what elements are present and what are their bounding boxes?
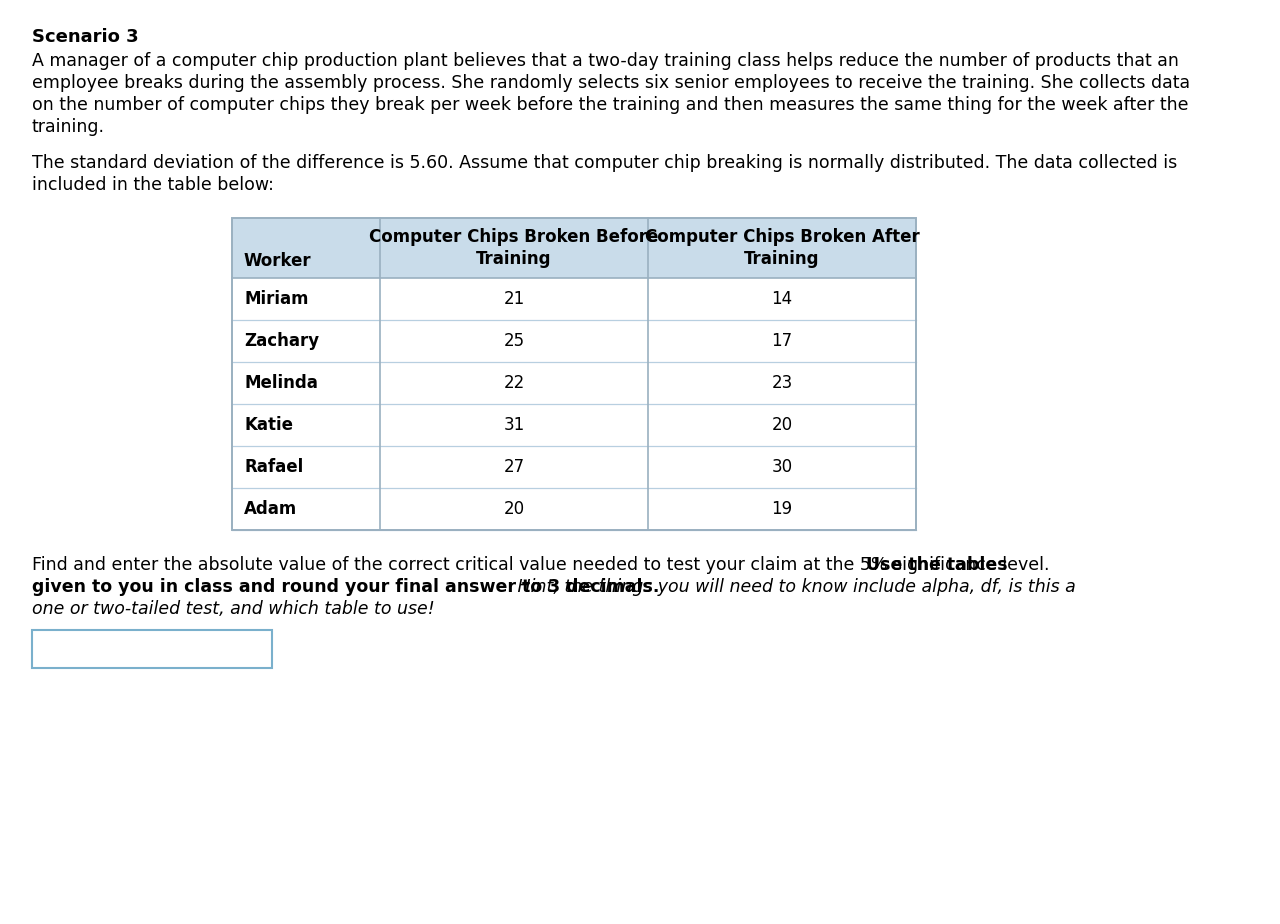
Bar (232, 218, 916, 278)
Text: Find and enter the absolute value of the correct critical value needed to test y: Find and enter the absolute value of the… (32, 556, 1055, 574)
Text: Katie: Katie (244, 416, 293, 434)
Text: Hint, the things you will need to know include alpha, df, is this a: Hint, the things you will need to know i… (512, 578, 1075, 596)
Text: employee breaks during the assembly process. She randomly selects six senior emp: employee breaks during the assembly proc… (32, 74, 1190, 92)
Bar (232, 218, 916, 530)
Text: Computer Chips Broken Before: Computer Chips Broken Before (370, 228, 659, 246)
Text: 19: 19 (772, 500, 792, 518)
Text: 30: 30 (772, 458, 792, 476)
Text: 14: 14 (772, 290, 792, 308)
Text: 21: 21 (503, 290, 525, 308)
Text: Adam: Adam (244, 500, 297, 518)
Text: given to you in class and round your final answer to 3 decimals.: given to you in class and round your fin… (32, 578, 659, 596)
Text: 27: 27 (503, 458, 525, 476)
Text: 20: 20 (772, 416, 792, 434)
Bar (32, 630, 273, 668)
Text: Rafael: Rafael (244, 458, 303, 476)
Text: The standard deviation of the difference is 5.60. Assume that computer chip brea: The standard deviation of the difference… (32, 154, 1178, 172)
Text: training.: training. (32, 118, 105, 136)
Text: Use the tables: Use the tables (867, 556, 1007, 574)
Text: Scenario 3: Scenario 3 (32, 28, 138, 46)
Text: 23: 23 (772, 374, 792, 392)
Text: Worker: Worker (244, 252, 311, 270)
Text: included in the table below:: included in the table below: (32, 176, 274, 194)
Text: A manager of a computer chip production plant believes that a two-day training c: A manager of a computer chip production … (32, 52, 1179, 70)
Text: 20: 20 (503, 500, 525, 518)
Text: one or two-tailed test, and which table to use!: one or two-tailed test, and which table … (32, 600, 435, 618)
Text: 31: 31 (503, 416, 525, 434)
Text: Computer Chips Broken After: Computer Chips Broken After (645, 228, 919, 246)
Text: Melinda: Melinda (244, 374, 317, 392)
Text: Zachary: Zachary (244, 332, 319, 350)
Text: on the number of computer chips they break per week before the training and then: on the number of computer chips they bre… (32, 96, 1189, 114)
Text: 22: 22 (503, 374, 525, 392)
Text: Training: Training (744, 250, 819, 268)
Text: Miriam: Miriam (244, 290, 308, 308)
Text: 17: 17 (772, 332, 792, 350)
Text: 25: 25 (503, 332, 525, 350)
Text: Training: Training (476, 250, 552, 268)
